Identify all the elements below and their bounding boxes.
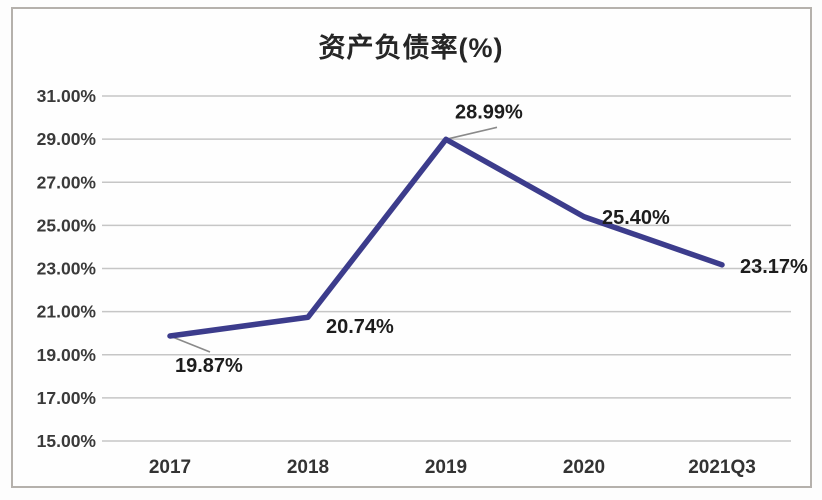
y-tick-label: 27.00%: [37, 172, 97, 192]
data-label: 25.40%: [602, 207, 670, 229]
data-label: 28.99%: [455, 101, 523, 123]
x-axis-label: 2019: [425, 457, 467, 478]
chart-title: 资产负债率(%): [318, 33, 504, 63]
y-tick-label: 17.00%: [37, 388, 97, 408]
x-axis-label: 2017: [149, 457, 191, 478]
x-axis-label: 2020: [563, 457, 605, 478]
data-label: 19.87%: [175, 355, 243, 377]
data-label-leader: [445, 126, 498, 141]
data-label: 20.74%: [326, 316, 394, 338]
data-label-leader: [169, 335, 211, 353]
y-tick-label: 15.00%: [37, 431, 97, 451]
y-tick-label: 21.00%: [37, 302, 97, 322]
y-tick-label: 25.00%: [37, 215, 97, 235]
x-axis-label: 2021Q3: [688, 457, 756, 478]
data-label: 23.17%: [740, 256, 808, 278]
y-tick-label: 29.00%: [37, 129, 97, 149]
data-line: [167, 136, 725, 339]
y-tick-label: 31.00%: [37, 86, 97, 106]
y-tick-label: 23.00%: [37, 259, 97, 279]
x-axis-label: 2018: [287, 457, 329, 478]
y-tick-label: 19.00%: [37, 345, 97, 365]
